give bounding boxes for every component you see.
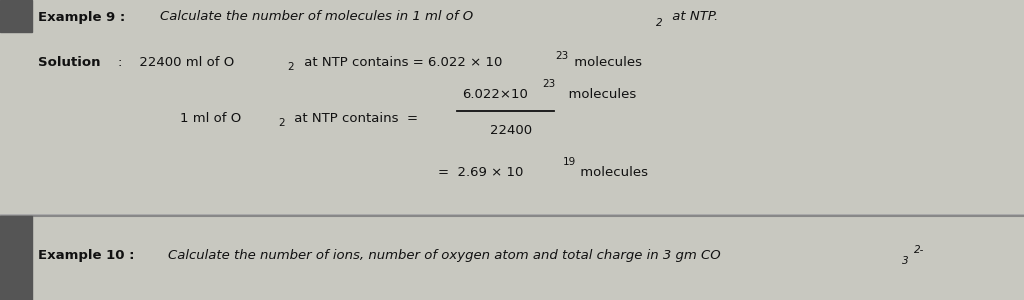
Text: molecules: molecules: [575, 166, 648, 178]
Text: 2-: 2-: [914, 245, 925, 255]
Text: Example 9 :: Example 9 :: [38, 11, 125, 23]
Text: at NTP contains = 6.022 × 10: at NTP contains = 6.022 × 10: [299, 56, 502, 68]
Text: molecules: molecules: [570, 56, 642, 68]
Bar: [0, 216, 32, 300]
Text: 2: 2: [655, 17, 663, 28]
Text: :    22400 ml of O: : 22400 ml of O: [118, 56, 234, 68]
Text: 2: 2: [288, 62, 294, 73]
Text: 3: 3: [902, 256, 908, 266]
Text: 23: 23: [555, 51, 568, 61]
Text: molecules: molecules: [560, 88, 636, 100]
Text: at NTP.: at NTP.: [668, 11, 718, 23]
Text: Solution: Solution: [38, 56, 100, 68]
Text: Calculate the number of ions, number of oxygen atom and total charge in 3 gm CO: Calculate the number of ions, number of …: [168, 250, 721, 262]
Text: Calculate the number of molecules in 1 ml of O: Calculate the number of molecules in 1 m…: [160, 11, 473, 23]
Bar: [0, 0, 32, 32]
Text: 19: 19: [562, 157, 575, 167]
Text: 6.022×10: 6.022×10: [462, 88, 528, 100]
Text: at NTP contains  =: at NTP contains =: [290, 112, 418, 124]
Text: 2: 2: [278, 118, 285, 128]
Text: 22400: 22400: [490, 124, 532, 137]
Text: =  2.69 × 10: = 2.69 × 10: [438, 166, 523, 178]
Text: 23: 23: [542, 79, 555, 89]
Text: 1 ml of O: 1 ml of O: [180, 112, 242, 124]
Text: Example 10 :: Example 10 :: [38, 250, 139, 262]
